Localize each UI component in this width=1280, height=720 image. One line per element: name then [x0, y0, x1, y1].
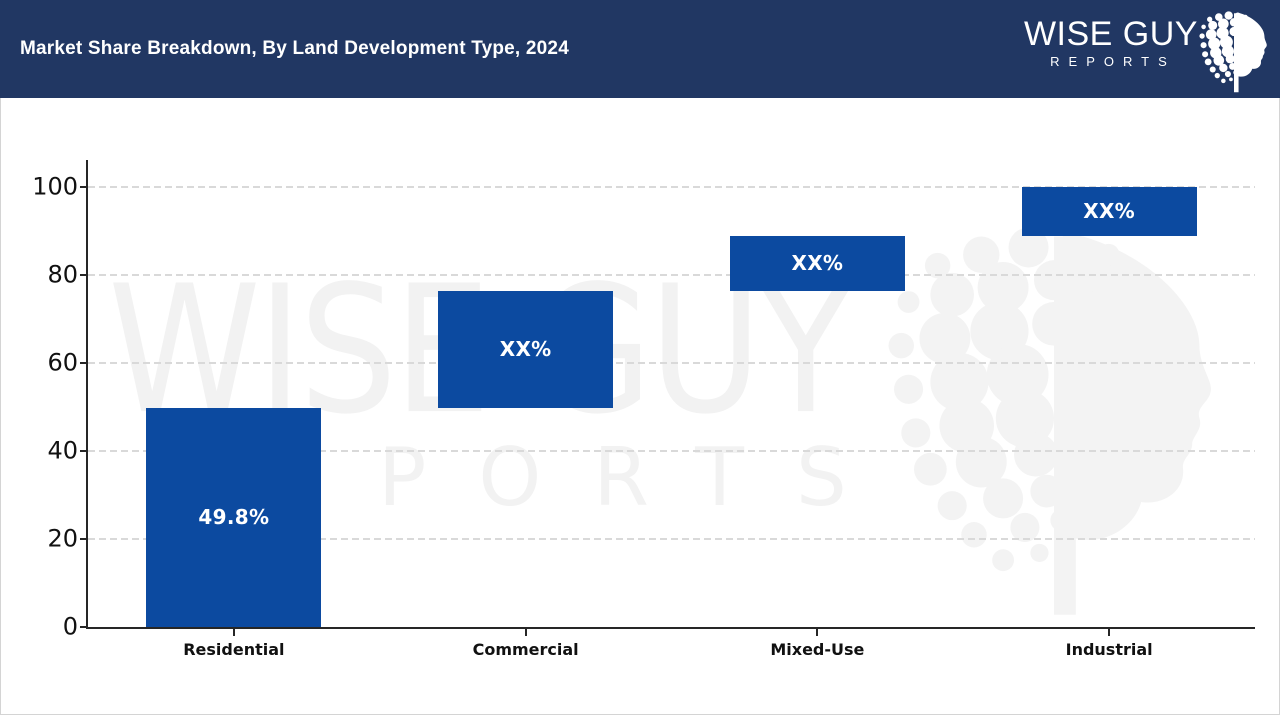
- x-axis-tick: [524, 629, 527, 636]
- wise-guy-reports-logo: WISE GUY REPORTS: [1024, 4, 1270, 94]
- logo-head-dots: [1199, 11, 1248, 84]
- gridline-80: [88, 274, 1255, 276]
- x-axis-category-label: Residential: [183, 640, 285, 659]
- bar-value-label: XX%: [499, 337, 552, 362]
- watermark-head-icon: [888, 227, 1211, 615]
- header-bar: Market Share Breakdown, By Land Developm…: [0, 0, 1280, 98]
- gridline-20: [88, 538, 1255, 540]
- x-axis-tick: [816, 629, 819, 636]
- chart-title: Market Share Breakdown, By Land Developm…: [20, 38, 569, 59]
- y-axis-tick-label: 80: [47, 260, 78, 289]
- logo-head-icon: [1199, 11, 1267, 93]
- logo-primary-text: WISE GUY: [1023, 15, 1198, 53]
- x-axis-spine: [86, 627, 1255, 629]
- gridline-100: [88, 186, 1255, 188]
- y-axis-tick-label: 0: [62, 612, 78, 641]
- y-axis-tick: [80, 450, 88, 452]
- y-axis-tick-label: 20: [47, 524, 78, 553]
- gridline-60: [88, 362, 1255, 364]
- bar-mixed-use: XX%: [729, 235, 905, 291]
- x-axis-tick: [232, 629, 235, 636]
- y-axis-tick: [80, 186, 88, 188]
- y-axis-tick: [80, 362, 88, 364]
- bar-value-label: 49.8%: [198, 505, 270, 530]
- x-axis-tick: [1108, 629, 1111, 636]
- bar-residential: 49.8%: [146, 407, 322, 627]
- y-axis-tick-label: 60: [47, 348, 78, 377]
- x-axis-category-label: Mixed-Use: [770, 640, 865, 659]
- bar-commercial: XX%: [438, 290, 614, 408]
- gridline-40: [88, 450, 1255, 452]
- y-axis-tick: [80, 274, 88, 276]
- y-axis-tick-label: 40: [47, 436, 78, 465]
- y-axis-spine: [86, 160, 88, 629]
- y-axis-tick: [80, 626, 88, 628]
- y-axis-tick: [80, 538, 88, 540]
- x-axis-category-label: Industrial: [1065, 640, 1153, 659]
- bar-value-label: XX%: [791, 251, 844, 276]
- bar-industrial: XX%: [1021, 187, 1197, 236]
- logo-secondary-text: REPORTS: [1050, 54, 1176, 70]
- y-axis-tick-label: 100: [32, 172, 78, 201]
- logo-wordmark: WISE GUY REPORTS: [1023, 15, 1198, 70]
- bar-value-label: XX%: [1083, 199, 1136, 224]
- x-axis-category-label: Commercial: [472, 640, 579, 659]
